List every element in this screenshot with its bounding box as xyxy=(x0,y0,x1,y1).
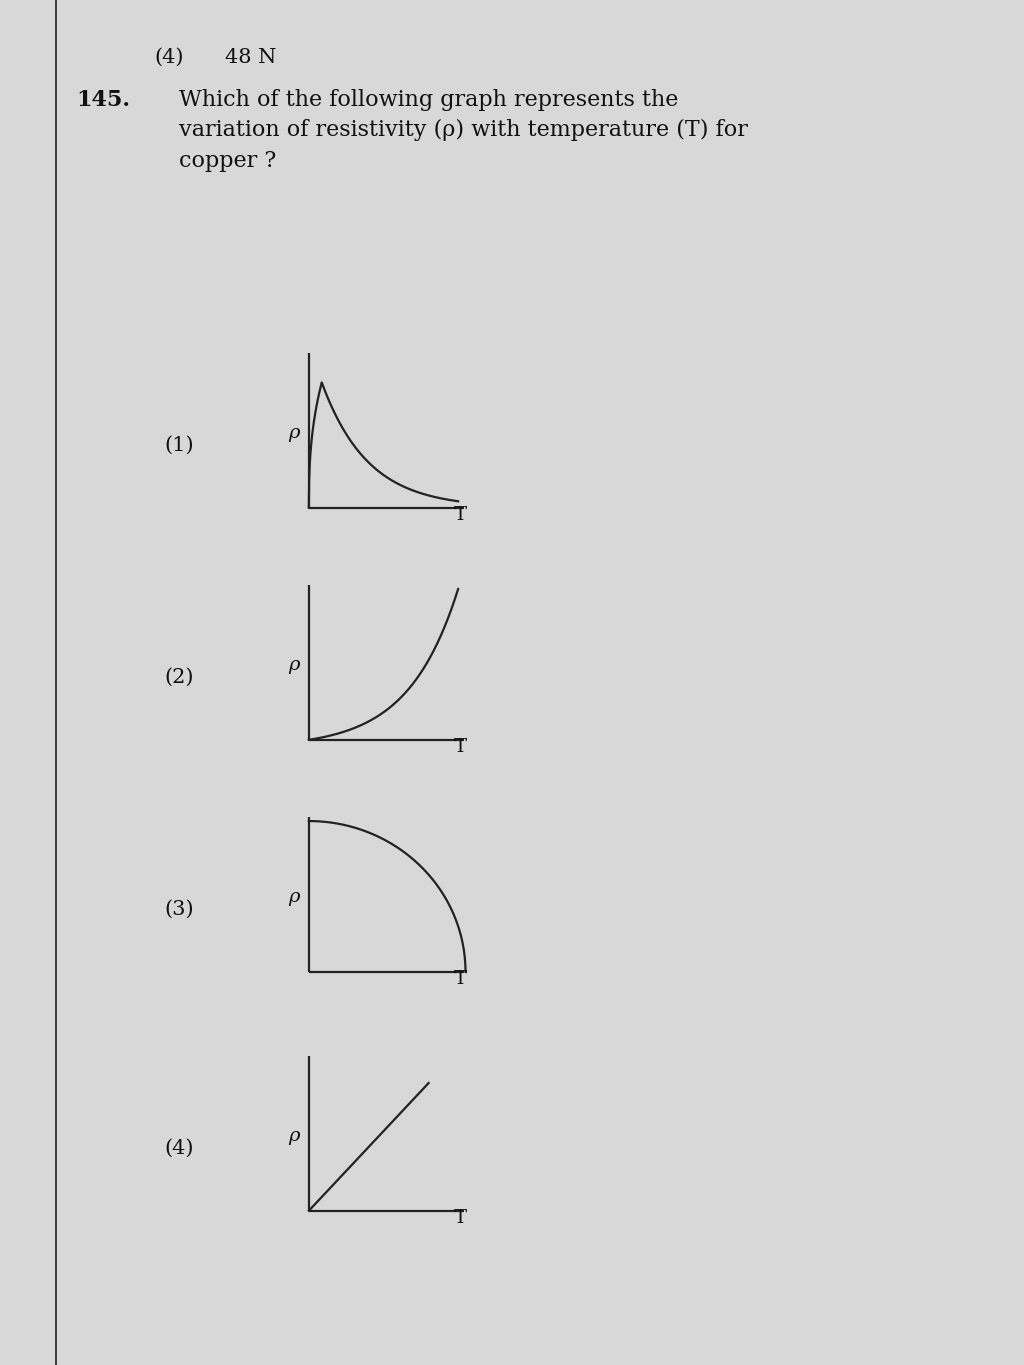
Text: (1): (1) xyxy=(165,437,194,455)
Text: (3): (3) xyxy=(165,901,194,919)
Text: ρ: ρ xyxy=(289,1127,300,1145)
Text: T: T xyxy=(454,506,467,524)
Text: ρ: ρ xyxy=(289,425,300,442)
Text: T: T xyxy=(454,1209,467,1227)
Text: T: T xyxy=(454,971,467,988)
Text: ρ: ρ xyxy=(289,889,300,906)
Text: (4): (4) xyxy=(165,1140,194,1158)
Text: (2): (2) xyxy=(165,669,194,687)
Text: 145.: 145. xyxy=(77,89,131,111)
Text: Which of the following graph represents the
variation of resistivity (ρ) with te: Which of the following graph represents … xyxy=(179,89,749,172)
Text: ρ: ρ xyxy=(289,657,300,674)
Text: T: T xyxy=(454,738,467,756)
Text: (4): (4) xyxy=(155,48,183,67)
Text: 48 N: 48 N xyxy=(225,48,276,67)
